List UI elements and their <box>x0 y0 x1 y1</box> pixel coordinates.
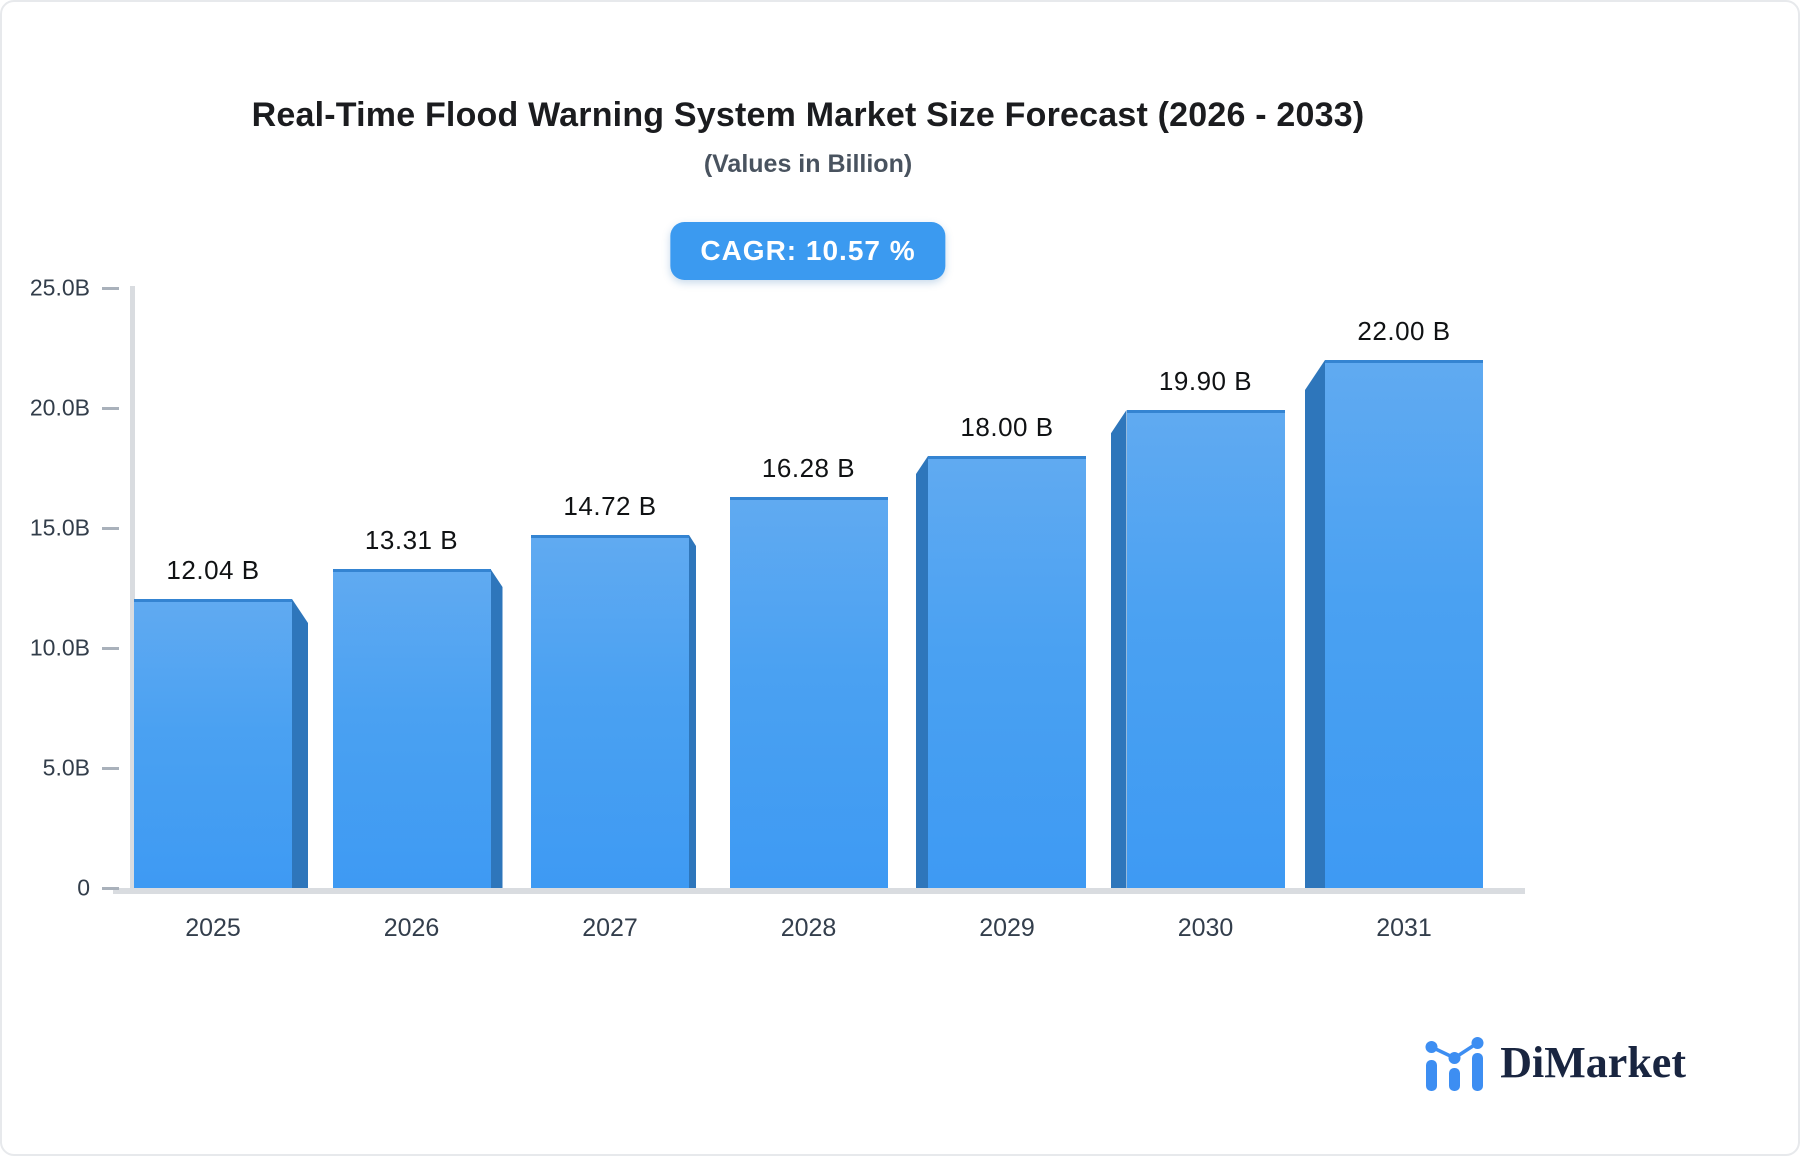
bar-line-chart-icon <box>1425 1037 1484 1091</box>
bar-2025[interactable] <box>134 599 292 888</box>
chart-title: Real-Time Flood Warning System Market Si… <box>251 96 1365 134</box>
x-tick-label: 2028 <box>780 914 837 942</box>
bar-2029-side-face <box>916 456 928 888</box>
y-tick-label: 20.0B <box>29 394 90 421</box>
bar-2030-side-face <box>1110 410 1127 888</box>
bar-value-label: 16.28 B <box>761 453 856 483</box>
x-tick-label: 2030 <box>1177 914 1234 942</box>
y-tick-mark <box>102 887 119 890</box>
bar-value-label: 13.31 B <box>364 525 459 555</box>
bar-2025-side-face <box>292 599 308 888</box>
x-tick-label: 2025 <box>185 914 241 942</box>
bar-2031[interactable] <box>1325 360 1483 888</box>
bar-2028[interactable] <box>729 497 888 888</box>
y-tick-mark <box>102 287 119 290</box>
bar-2027[interactable] <box>531 535 689 888</box>
x-tick-label: 2027 <box>582 914 638 942</box>
bar-2027-side-face <box>689 535 696 888</box>
bar-value-label: 22.00 B <box>1357 316 1451 346</box>
y-tick-mark <box>102 647 119 650</box>
y-tick-label: 15.0B <box>29 514 90 541</box>
bar-2029[interactable] <box>928 456 1086 888</box>
brand-name: DiMarket <box>1500 1038 1686 1087</box>
bar-2026[interactable] <box>332 569 491 888</box>
y-tick-mark <box>102 767 119 770</box>
bar-value-label: 19.90 B <box>1158 366 1253 396</box>
chart-subtitle: (Values in Billion) <box>703 150 913 178</box>
bar-2026-side-face <box>490 569 503 888</box>
x-tick-label: 2031 <box>1376 914 1432 942</box>
bar-2031-side-face <box>1305 360 1325 888</box>
y-tick-mark <box>102 407 119 410</box>
y-tick-label: 5.0B <box>42 754 90 781</box>
bar-value-label: 14.72 B <box>563 491 657 521</box>
bar-value-label: 18.00 B <box>960 412 1054 442</box>
y-axis-line <box>130 286 135 894</box>
x-tick-label: 2026 <box>383 914 440 942</box>
cagr-badge: CAGR: 10.57 % <box>670 222 946 280</box>
y-tick-mark <box>102 527 119 530</box>
y-tick-label: 0 <box>77 874 90 901</box>
bar-2030[interactable] <box>1126 410 1285 888</box>
brand-logo: DiMarket <box>1424 1034 1686 1092</box>
x-tick-label: 2029 <box>979 914 1035 942</box>
bar-value-label: 12.04 B <box>166 555 260 585</box>
x-axis-line <box>113 888 1525 894</box>
y-tick-label: 10.0B <box>29 634 90 661</box>
y-tick-label: 25.0B <box>29 274 90 301</box>
